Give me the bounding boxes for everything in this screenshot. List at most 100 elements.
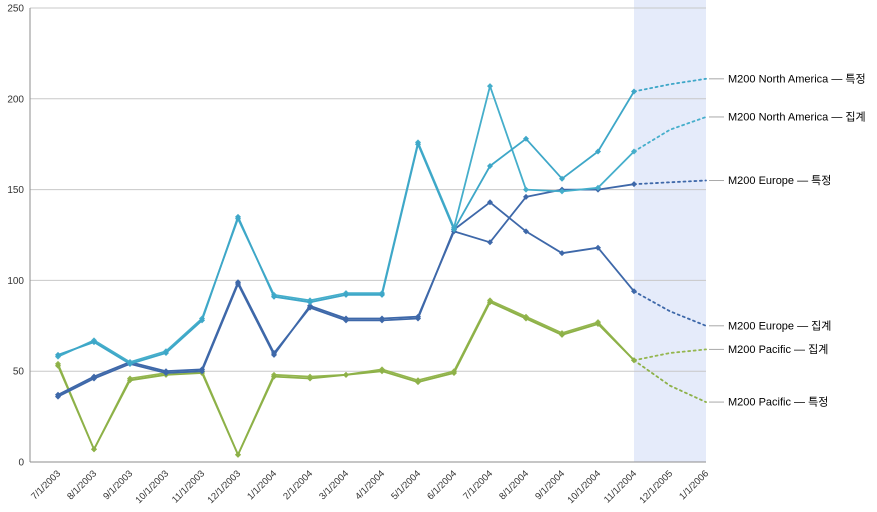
- y-tick-label: 150: [7, 185, 24, 196]
- data-point-marker: [487, 83, 493, 90]
- data-point-marker: [55, 351, 61, 358]
- data-point-marker: [523, 315, 529, 322]
- data-point-marker: [559, 175, 565, 182]
- data-point-marker: [631, 357, 637, 364]
- data-point-marker: [595, 320, 601, 327]
- x-tick-label: 9/1/2004: [533, 468, 567, 502]
- data-point-marker: [523, 186, 529, 193]
- data-point-marker: [307, 302, 313, 309]
- data-point-marker: [631, 148, 637, 155]
- data-point-marker: [91, 339, 97, 346]
- x-tick-label: 12/1/2005: [637, 468, 675, 506]
- x-tick-label: 4/1/2004: [353, 468, 387, 502]
- series-line-forecast: [633, 116, 707, 153]
- x-tick-label: 3/1/2004: [317, 468, 351, 502]
- data-point-marker: [559, 188, 565, 195]
- x-axis-labels: 7/1/2003 8/1/2003 9/1/200310/1/200311/1/20…: [29, 468, 711, 506]
- data-point-marker: [487, 199, 493, 206]
- series-line-forecast: [633, 348, 707, 362]
- x-tick-label: 10/1/2004: [565, 468, 603, 506]
- data-point-marker: [487, 239, 493, 246]
- series-line-forecast: [633, 290, 707, 327]
- data-point-marker: [235, 213, 241, 220]
- series-line-forecast: [633, 359, 707, 404]
- y-tick-label: 100: [7, 276, 24, 287]
- x-tick-label: 8/1/2004: [497, 468, 531, 502]
- series-line-forecast: [633, 77, 707, 93]
- data-point-marker: [415, 313, 421, 320]
- data-point-marker: [127, 360, 133, 367]
- x-tick-label: 1/1/2004: [245, 468, 279, 502]
- data-point-marker: [487, 299, 493, 306]
- data-point-marker: [379, 315, 385, 322]
- y-axis-labels: 0 50 100 150 200 250: [7, 4, 24, 469]
- x-tick-label: 1/1/2006: [677, 468, 711, 502]
- data-point-marker: [55, 393, 61, 400]
- series-2: M200 Europe — 집계: [55, 199, 831, 398]
- data-point-marker: [415, 379, 421, 386]
- data-point-marker: [415, 141, 421, 148]
- data-point-marker: [559, 331, 565, 338]
- x-tick-label: 2/1/2004: [281, 468, 315, 502]
- x-tick-label: 12/1/2003: [205, 468, 243, 506]
- x-tick-label: 10/1/2003: [133, 468, 171, 506]
- forecast-region-band: [634, 0, 706, 462]
- data-point-marker: [127, 377, 133, 384]
- data-point-marker: [235, 451, 241, 458]
- data-point-marker: [91, 375, 97, 382]
- series-label: M200 North America — 특정: [728, 72, 866, 85]
- y-tick-label: 0: [18, 458, 24, 469]
- series-label: M200 Pacific — 특정: [728, 396, 828, 409]
- data-point-marker: [595, 244, 601, 251]
- data-point-marker: [451, 226, 457, 233]
- data-point-marker: [523, 135, 529, 142]
- data-point-marker: [307, 375, 313, 382]
- data-point-marker: [559, 250, 565, 257]
- data-point-marker: [631, 88, 637, 95]
- data-point-marker: [55, 362, 61, 369]
- data-point-marker: [163, 350, 169, 357]
- series-label: M200 Pacific — 집계: [728, 343, 828, 356]
- data-point-marker: [595, 148, 601, 155]
- x-tick-label: 5/1/2004: [389, 468, 423, 502]
- series-label: M200 Europe — 특정: [728, 174, 831, 187]
- data-point-marker: [343, 371, 349, 378]
- data-point-marker: [271, 351, 277, 358]
- data-point-marker: [631, 288, 637, 295]
- data-point-marker: [523, 228, 529, 235]
- x-tick-label: 9/1/2003: [101, 468, 135, 502]
- data-point-marker: [523, 193, 529, 200]
- x-tick-label: 7/1/2004: [461, 468, 495, 502]
- data-point-marker: [307, 299, 313, 306]
- gridlines: [30, 7, 706, 463]
- data-point-marker: [163, 370, 169, 377]
- series-label: M200 Europe — 집계: [728, 319, 831, 332]
- data-point-marker: [379, 368, 385, 375]
- series-1: M200 Pacific — 특정: [55, 299, 828, 458]
- data-point-marker: [271, 373, 277, 380]
- x-tick-label: 11/1/2004: [602, 468, 639, 505]
- data-point-marker: [487, 162, 493, 169]
- x-tick-label: 11/1/2003: [170, 468, 207, 505]
- series-label: M200 North America — 집계: [728, 110, 866, 123]
- data-point-marker: [343, 291, 349, 298]
- y-tick-label: 50: [13, 367, 25, 378]
- series-5: M200 North America — 특정: [55, 72, 866, 367]
- x-tick-label: 8/1/2003: [65, 468, 99, 502]
- data-point-marker: [199, 368, 205, 375]
- data-point-marker: [235, 281, 241, 288]
- data-point-marker: [379, 291, 385, 298]
- data-point-marker: [343, 315, 349, 322]
- data-point-marker: [451, 370, 457, 377]
- series-0: M200 Pacific — 집계: [55, 297, 828, 458]
- x-tick-label: 6/1/2004: [425, 468, 459, 502]
- y-tick-label: 250: [7, 4, 24, 15]
- series-3: M200 Europe — 특정: [55, 174, 831, 400]
- data-point-marker: [271, 293, 277, 300]
- series-line-forecast: [633, 179, 707, 186]
- y-tick-label: 200: [7, 94, 24, 105]
- series-line-history: [57, 201, 635, 396]
- data-point-marker: [631, 181, 637, 188]
